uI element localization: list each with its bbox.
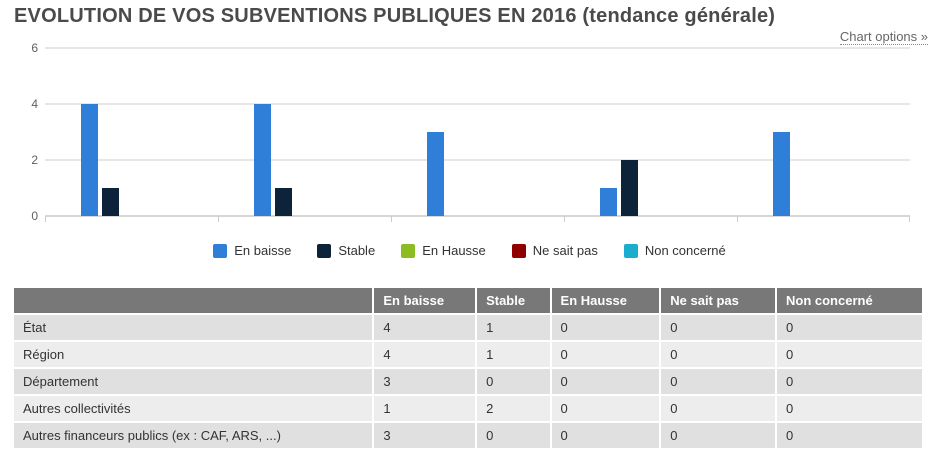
- legend-item-ne-sait-pas[interactable]: Ne sait pas: [511, 243, 598, 258]
- table-cell-value: 0: [477, 423, 550, 448]
- table-row-region: Région 4 1 0 0 0: [14, 342, 922, 367]
- table-row-etat: État 4 1 0 0 0: [14, 315, 922, 340]
- table-header-row: En baisse Stable En Hausse Ne sait pas Non c…: [14, 288, 922, 313]
- legend-item-stable[interactable]: Stable: [317, 243, 375, 258]
- y-axis-label-4: 4: [31, 97, 38, 111]
- table-header-cell-en-hausse: En Hausse: [551, 288, 660, 313]
- table-head: En baisse Stable En Hausse Ne sait pas Non c…: [14, 288, 922, 313]
- table-cell-value: 0: [777, 423, 922, 448]
- table-cell-value: 4: [374, 315, 476, 340]
- legend-label: En baisse: [234, 243, 292, 258]
- bar-stable-region[interactable]: [275, 188, 292, 216]
- x-axis-tick: [737, 216, 738, 222]
- legend-item-non-concerne[interactable]: Non concerné: [623, 243, 726, 258]
- table-cell-value: 0: [477, 369, 550, 394]
- gridline-y2: [45, 159, 910, 161]
- x-axis-line: [45, 215, 910, 217]
- table-cell-value: 4: [374, 342, 476, 367]
- table-row-autres-collectivites: Autres collectivités 1 2 0 0 0: [14, 396, 922, 421]
- legend-item-en-hausse[interactable]: En Hausse: [401, 243, 486, 258]
- table-cell-value: 0: [661, 342, 775, 367]
- x-axis-tick: [45, 216, 46, 222]
- table-cell-value: 0: [551, 423, 660, 448]
- table-body: État 4 1 0 0 0 Région 4 1 0 0 0 Département 3 0 0 0 0 Autr…: [14, 315, 922, 448]
- bar-en-baisse-etat[interactable]: [81, 104, 98, 216]
- legend-marker-ne-sait-pas: [511, 243, 526, 258]
- legend-label: Ne sait pas: [532, 243, 598, 258]
- results-table: En baisse Stable En Hausse Ne sait pas Non c…: [12, 286, 924, 450]
- legend-label: Non concerné: [644, 243, 726, 258]
- table-cell-label: État: [14, 315, 373, 340]
- legend-item-en-baisse[interactable]: En baisse: [213, 243, 291, 258]
- legend-label: En Hausse: [422, 243, 486, 258]
- legend-marker-en-hausse: [401, 243, 416, 258]
- gridline-y6: [45, 47, 910, 49]
- table-cell-value: 0: [551, 315, 660, 340]
- x-axis-tick: [909, 216, 910, 222]
- bar-en-baisse-autres-financeurs-publics-ex-caf-ars[interactable]: [773, 132, 790, 216]
- table-header-cell-ne-sait-pas: Ne sait pas: [661, 288, 775, 313]
- table-cell-value: 0: [551, 396, 660, 421]
- plot-area: 0 2 4 6: [31, 41, 910, 223]
- bar-en-baisse-departement[interactable]: [427, 132, 444, 216]
- table-cell-value: 0: [777, 315, 922, 340]
- bar-stable-autres-collectivites[interactable]: [621, 160, 638, 216]
- table-cell-value: 1: [477, 315, 550, 340]
- table-cell-value: 3: [374, 369, 476, 394]
- y-axis-label-2: 2: [31, 153, 38, 167]
- table-cell-label: Région: [14, 342, 373, 367]
- table-header-cell-non-concerne: Non concerné: [777, 288, 922, 313]
- legend-label: Stable: [338, 243, 376, 258]
- table-cell-value: 0: [777, 396, 922, 421]
- table-cell-value: 0: [777, 369, 922, 394]
- legend-marker-non-concerne: [623, 243, 638, 258]
- bar-en-baisse-region[interactable]: [254, 104, 271, 216]
- chart-legend: En baisse Stable En Hausse Ne sait pas Non c…: [0, 243, 939, 258]
- legend-marker-stable: [317, 243, 332, 258]
- x-axis-tick: [391, 216, 392, 222]
- table-cell-value: 0: [777, 342, 922, 367]
- table-cell-value: 1: [374, 396, 476, 421]
- bar-stable-etat[interactable]: [102, 188, 119, 216]
- table-header-cell-empty: [14, 288, 373, 313]
- y-axis-label-0: 0: [31, 209, 38, 223]
- table-cell-label: Autres collectivités: [14, 396, 373, 421]
- x-axis-tick: [218, 216, 219, 222]
- table-cell-value: 3: [374, 423, 476, 448]
- table-cell-value: 1: [477, 342, 550, 367]
- chart-title: EVOLUTION DE VOS SUBVENTIONS PUBLIQUES E…: [14, 5, 776, 27]
- table-cell-value: 0: [551, 369, 660, 394]
- table-cell-value: 0: [661, 396, 775, 421]
- bar-en-baisse-autres-collectivites[interactable]: [600, 188, 617, 216]
- table-cell-label: Département: [14, 369, 373, 394]
- chart-options-link[interactable]: Chart options »: [839, 29, 928, 45]
- table-row-departement: Département 3 0 0 0 0: [14, 369, 922, 394]
- table-cell-value: 0: [661, 369, 775, 394]
- table-header-cell-en-baisse: En baisse: [374, 288, 476, 313]
- x-axis-tick: [564, 216, 565, 222]
- table-cell-value: 0: [551, 342, 660, 367]
- table-cell-label: Autres financeurs publics (ex : CAF, ARS…: [14, 423, 373, 448]
- table-header-cell-stable: Stable: [477, 288, 550, 313]
- gridline-y4: [45, 103, 910, 105]
- table-cell-value: 2: [477, 396, 550, 421]
- table-cell-value: 0: [661, 315, 775, 340]
- table-cell-value: 0: [661, 423, 775, 448]
- table-row-autres-financeurs-publics-ex-caf-ars: Autres financeurs publics (ex : CAF, ARS…: [14, 423, 922, 448]
- y-axis-label-6: 6: [31, 41, 38, 55]
- legend-marker-en-baisse: [213, 243, 228, 258]
